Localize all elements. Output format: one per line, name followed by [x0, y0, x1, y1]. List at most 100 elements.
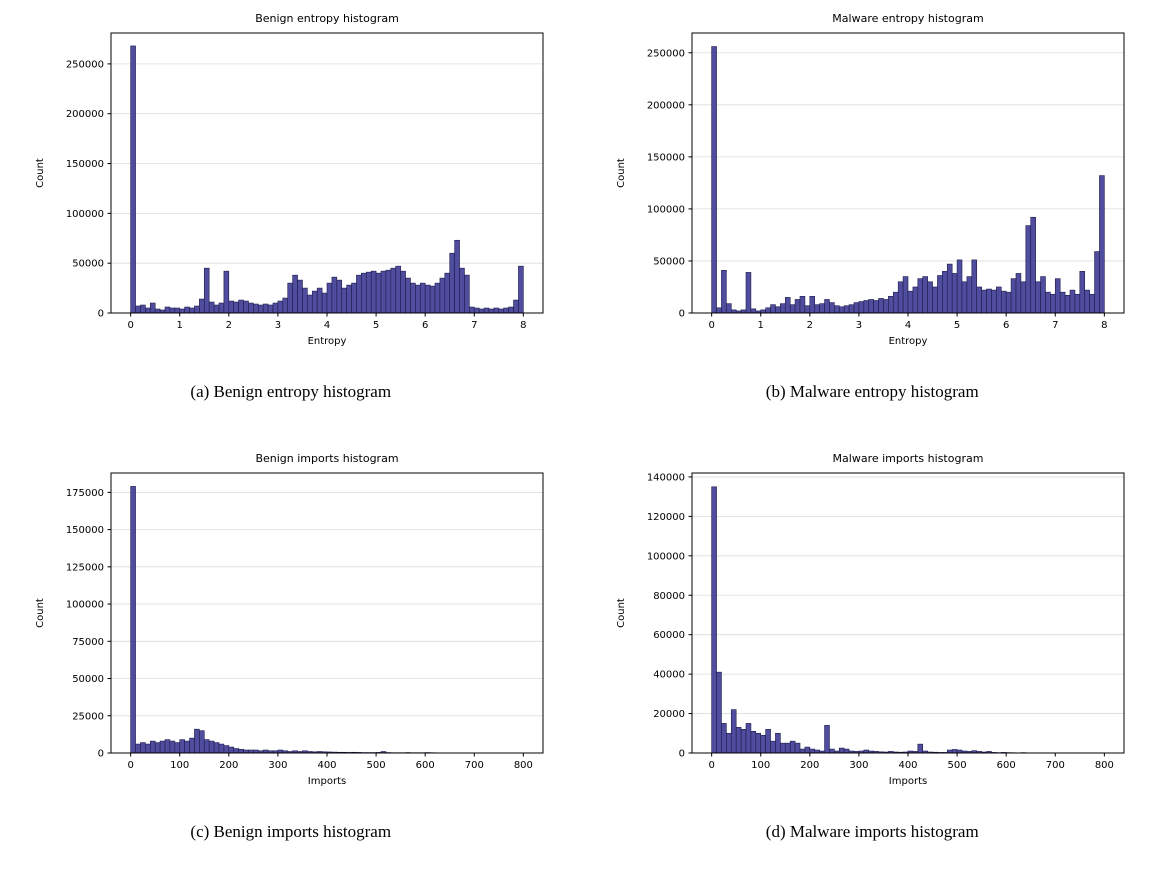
- bars: [711, 486, 1105, 754]
- histogram-bar: [179, 308, 185, 314]
- svg-text:50000: 50000: [653, 256, 685, 267]
- histogram-bar: [795, 742, 801, 754]
- subfigure-a-caption: (a) Benign entropy histogram: [190, 382, 392, 401]
- svg-text:125000: 125000: [66, 562, 104, 573]
- histogram-bar: [961, 281, 968, 314]
- histogram-bar: [233, 301, 239, 314]
- histogram-bar: [252, 303, 259, 314]
- histogram-bar: [996, 286, 1002, 314]
- histogram-bar: [873, 300, 880, 314]
- bars: [130, 486, 524, 754]
- histogram-bar: [952, 273, 958, 314]
- svg-text:800: 800: [514, 760, 533, 771]
- histogram-bar: [444, 272, 450, 314]
- y-axis-ticks: 0 50000 100000 150000 200000 250000: [66, 59, 111, 320]
- histogram-bar: [1025, 225, 1032, 314]
- malware-entropy-chart: 0 1 2 3 4 5 6 7 8 0 50000 100000 150000 200000 250000 M…: [616, 12, 1125, 347]
- svg-text:0: 0: [97, 749, 103, 760]
- y-axis-ticks: 0 20000 40000 60000 80000 100000 120000 140000: [647, 472, 693, 760]
- svg-text:0: 0: [679, 749, 685, 760]
- malware-imports-chart: 0 100 200 300 400 500 600 700 800 0 20000 40000 6000…: [616, 452, 1125, 787]
- histogram-bar: [292, 274, 298, 314]
- histogram-bar: [785, 742, 791, 754]
- svg-text:60000: 60000: [653, 630, 685, 641]
- svg-text:7: 7: [471, 320, 477, 331]
- histogram-bar: [144, 743, 151, 754]
- histogram-bar: [174, 307, 180, 314]
- histogram-bar: [888, 296, 894, 314]
- histogram-bar: [149, 302, 156, 314]
- histogram-bar: [296, 279, 303, 314]
- svg-text:100000: 100000: [647, 551, 685, 562]
- chart-title: Benign entropy histogram: [255, 12, 399, 25]
- histogram-bar: [1035, 281, 1042, 314]
- histogram-bar: [169, 307, 175, 314]
- histogram-bar: [193, 305, 200, 314]
- histogram-bar: [765, 729, 772, 754]
- histogram-bar: [1060, 291, 1066, 314]
- histogram-bar: [971, 259, 978, 314]
- svg-text:200000: 200000: [66, 109, 104, 120]
- histogram-bar: [780, 742, 786, 754]
- histogram-bar: [1040, 276, 1047, 314]
- histogram-bar: [726, 732, 732, 754]
- histogram-bar: [1015, 273, 1022, 314]
- svg-text:20000: 20000: [653, 709, 685, 720]
- svg-text:0: 0: [709, 320, 715, 331]
- svg-text:5: 5: [954, 320, 960, 331]
- histogram-bar: [912, 286, 919, 314]
- histogram-bar: [164, 739, 170, 754]
- histogram-bar: [326, 282, 332, 314]
- histogram-bar: [814, 304, 821, 314]
- svg-text:1: 1: [758, 320, 764, 331]
- svg-text:600: 600: [415, 760, 434, 771]
- x-axis-ticks: 0 1 2 3 4 5 6 7 8: [709, 313, 1108, 331]
- svg-text:500: 500: [948, 760, 967, 771]
- histogram-bar: [844, 748, 850, 754]
- histogram-bar: [853, 302, 860, 314]
- histogram-bar: [927, 281, 934, 314]
- histogram-bar: [711, 486, 718, 754]
- histogram-bar: [311, 290, 318, 314]
- svg-text:0: 0: [127, 320, 133, 331]
- subfigure-b-caption: (b) Malware entropy histogram: [765, 382, 979, 401]
- histogram-bar: [355, 274, 362, 314]
- svg-text:150000: 150000: [647, 152, 685, 163]
- svg-text:175000: 175000: [66, 488, 104, 499]
- subfigure-a: 0 1 2 3 4 5 6 7 8 0 50000 100000 150000 200000 250000 B…: [0, 6, 582, 402]
- histogram-bar: [893, 291, 899, 314]
- histogram-bar: [306, 294, 313, 314]
- benign-entropy-chart: 0 1 2 3 4 5 6 7 8 0 50000 100000 150000 200000 250000 B…: [35, 12, 544, 347]
- histogram-bar: [1030, 216, 1037, 314]
- histogram-bar: [858, 301, 865, 314]
- histogram-bar: [203, 739, 210, 754]
- x-axis-ticks: 0 100 200 300 400 500 600 700 800: [709, 753, 1114, 771]
- histogram-bar: [458, 267, 465, 314]
- svg-text:100: 100: [751, 760, 770, 771]
- histogram-bar: [503, 307, 509, 314]
- y-axis-ticks: 0 50000 100000 150000 200000 250000: [647, 48, 693, 320]
- histogram-bar: [301, 287, 308, 314]
- histogram-bar: [360, 272, 367, 314]
- y-axis-label: Count: [616, 598, 627, 628]
- svg-text:700: 700: [464, 760, 483, 771]
- histogram-bar: [473, 307, 480, 314]
- bars: [130, 45, 524, 314]
- histogram-bar: [424, 284, 431, 314]
- histogram-bar: [750, 308, 757, 314]
- svg-text:0: 0: [709, 760, 715, 771]
- histogram-bar: [1001, 290, 1007, 314]
- histogram-bar: [917, 278, 924, 314]
- histogram-bar: [228, 300, 234, 314]
- histogram-bar: [770, 304, 777, 314]
- svg-text:4: 4: [905, 320, 911, 331]
- histogram-bar: [1069, 289, 1076, 314]
- histogram-bar: [390, 267, 396, 314]
- svg-text:200: 200: [219, 760, 238, 771]
- histogram-bar: [775, 732, 781, 754]
- y-axis-label: Count: [35, 598, 46, 628]
- histogram-bar: [262, 303, 269, 314]
- svg-text:75000: 75000: [72, 637, 104, 648]
- gridlines: [692, 476, 1125, 754]
- figure-grid: 0 1 2 3 4 5 6 7 8 0 50000 100000 150000 200000 250000 B…: [0, 6, 1125, 841]
